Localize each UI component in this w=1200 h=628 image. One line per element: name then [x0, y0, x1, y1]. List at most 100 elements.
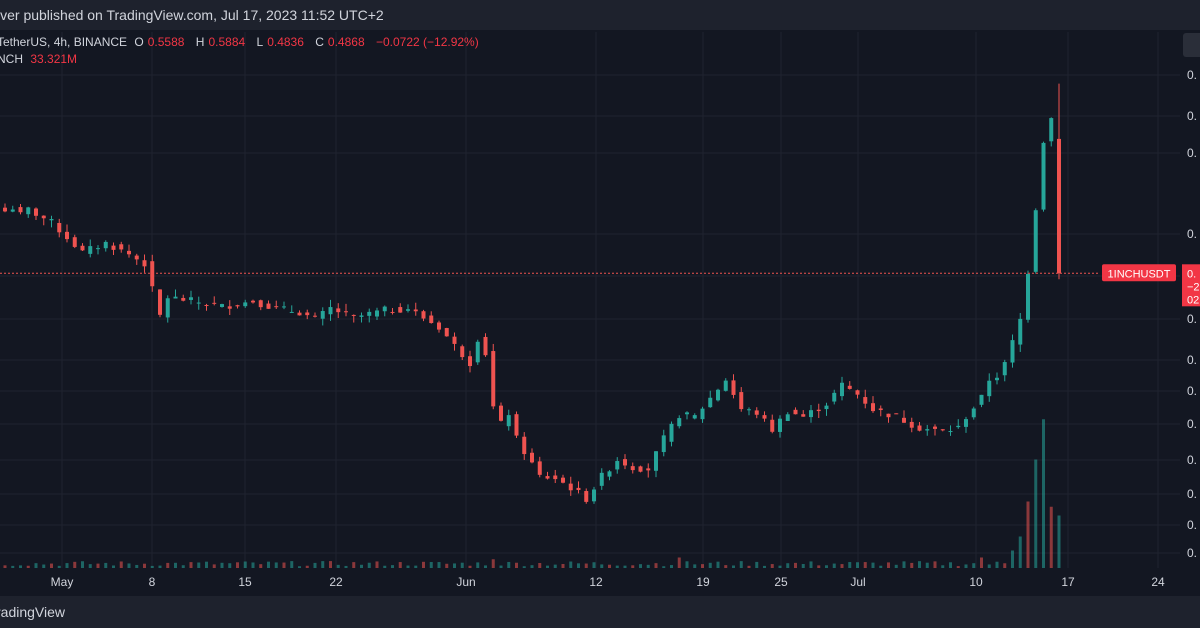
candle-body	[785, 414, 790, 421]
volume-bar	[19, 565, 22, 568]
volume-bar	[670, 565, 673, 568]
candle-body	[723, 380, 728, 391]
candle-body	[212, 302, 217, 304]
candle-body	[801, 414, 806, 417]
candle-body	[530, 452, 534, 463]
candle-body	[933, 426, 937, 429]
candle-body	[979, 394, 984, 405]
candle-body	[220, 304, 224, 307]
candle-body	[88, 246, 93, 254]
candle-body	[227, 306, 232, 309]
candle-body	[468, 356, 472, 367]
volume-bar	[414, 565, 418, 568]
volume-bar	[887, 562, 890, 568]
volume-bar	[770, 564, 774, 568]
candle-body	[1033, 210, 1038, 272]
candle-body	[1041, 142, 1046, 210]
change-value: −0.0722 (−12.92%)	[375, 35, 479, 49]
volume-bar	[600, 564, 604, 568]
candle-body	[677, 418, 682, 427]
volume-bar	[1057, 515, 1061, 568]
volume-bar	[65, 563, 69, 568]
candle-body	[809, 410, 813, 418]
volume-bar	[445, 563, 449, 568]
y-tick-label: 0.	[1187, 353, 1197, 367]
volume-bar	[476, 562, 480, 568]
candle-body	[824, 405, 829, 410]
candle-body	[1026, 273, 1030, 320]
symbol-tag-background	[1102, 264, 1176, 282]
volume-bar	[158, 565, 162, 568]
chart-settings-button[interactable]	[1183, 33, 1200, 57]
volume-bar	[786, 563, 790, 568]
candle-body	[925, 429, 930, 431]
volume-bar	[561, 563, 565, 568]
volume-bar	[925, 562, 929, 568]
volume-bar	[352, 562, 356, 568]
volume-bar	[918, 561, 921, 568]
volume-bar	[515, 562, 518, 568]
candle-body	[80, 245, 85, 251]
candle-body	[41, 215, 46, 219]
volume-bar	[592, 562, 596, 568]
volume-bar	[205, 561, 208, 568]
right-tag-line: −2	[1187, 281, 1200, 293]
candle-body	[127, 250, 131, 255]
volume-bar	[267, 561, 270, 568]
volume-bar	[453, 563, 456, 568]
volume-bar	[197, 562, 201, 568]
candle-body	[196, 302, 201, 304]
volume-bar	[763, 565, 766, 568]
candle-body	[584, 491, 589, 502]
volume-bar	[995, 561, 999, 568]
volume-bar	[437, 562, 441, 568]
candle-body	[855, 390, 860, 395]
volume-bar	[336, 564, 340, 568]
right-tag-background	[1182, 264, 1200, 307]
y-tick-label: 0.	[1187, 518, 1197, 532]
candle-body	[313, 315, 317, 317]
y-tick-label: 0.	[1187, 384, 1197, 398]
candle-body	[592, 489, 596, 502]
candle-body	[630, 466, 635, 471]
candle-body	[437, 322, 441, 330]
candle-body	[545, 476, 550, 479]
volume-bar	[856, 562, 859, 568]
brand-text: radingView	[0, 604, 66, 620]
volume-bar	[538, 562, 542, 568]
price-chart[interactable]: May 8 15 22 Jun 12 19 25 Jul 10 17 24 0.0.0.0.0.0.0…	[0, 30, 1200, 596]
volume-bar	[81, 561, 84, 568]
volume-bar	[236, 562, 239, 568]
candle-body	[576, 487, 581, 491]
volume-bar	[724, 565, 728, 568]
y-tick-label: 0.	[1187, 546, 1197, 560]
candle-body	[654, 451, 658, 471]
volume-bar	[623, 565, 627, 568]
candle-body	[134, 255, 139, 260]
x-tick-label: 22	[329, 575, 343, 589]
volume-bar	[747, 565, 751, 568]
close-value: 0.4868	[327, 35, 365, 49]
candle-body	[685, 412, 689, 415]
high-value: 0.5884	[208, 35, 246, 49]
volume-bar	[367, 562, 371, 568]
y-tick-label: 0.	[1187, 487, 1197, 501]
open-value: 0.5588	[147, 35, 185, 49]
volume-bar	[739, 561, 743, 568]
candle-body	[754, 410, 759, 415]
x-tick-label: May	[51, 575, 74, 589]
candle-body	[282, 306, 286, 308]
volume-bar	[166, 562, 170, 568]
candle-body	[816, 409, 821, 412]
candle-body	[553, 475, 558, 480]
volume-bar	[546, 565, 549, 568]
candle-body	[940, 429, 945, 431]
volume-bar	[894, 564, 898, 568]
volume-bar	[42, 564, 46, 568]
candle-body	[96, 248, 100, 250]
candle-body	[902, 417, 906, 423]
volume-bar	[910, 562, 914, 568]
close-group: C 0.4868	[315, 35, 368, 49]
candle-body	[336, 308, 341, 313]
